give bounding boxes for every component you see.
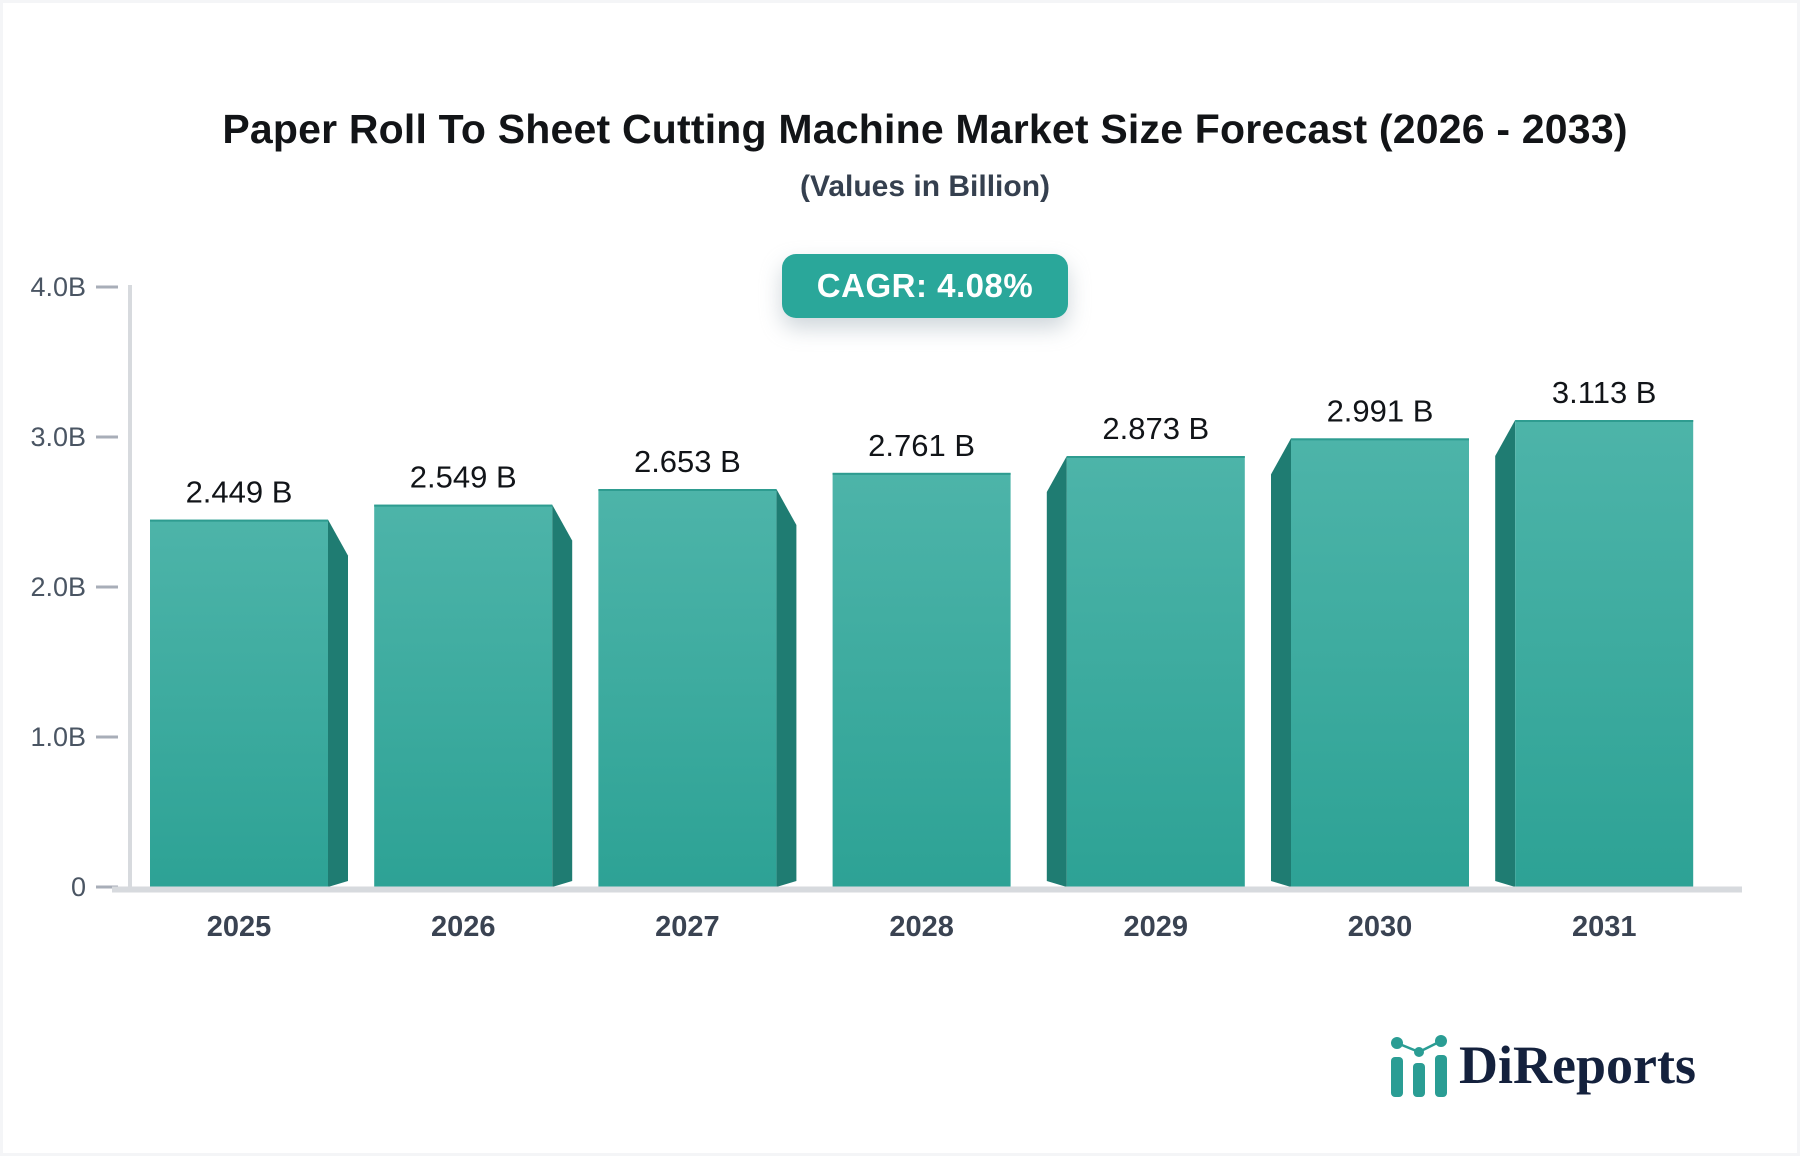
x-category-label: 2030 (1348, 911, 1413, 943)
bar-value-label: 2.549 B (410, 460, 517, 495)
brand-watermark: DiReports (1389, 1032, 1696, 1098)
direports-logo-icon (1391, 1035, 1448, 1097)
chart-subtitle: (Values in Billion) (799, 170, 1051, 203)
bar-side-face (1495, 420, 1516, 887)
y-tick-label: 3.0B (30, 422, 86, 452)
bar-side-face (328, 519, 348, 887)
x-category-label: 2026 (431, 911, 496, 943)
bar-side-face (552, 504, 573, 887)
bar (1515, 420, 1694, 887)
y-tick-label: 4.0B (30, 272, 86, 302)
y-tick-label: 1.0B (30, 722, 86, 752)
y-tick-label: 0 (71, 872, 86, 902)
cagr-badge: CAGR: 4.08% (781, 254, 1069, 318)
bar-value-label: 2.449 B (186, 475, 293, 510)
bar (1291, 438, 1469, 887)
bar (150, 519, 328, 887)
bar (832, 472, 1011, 887)
bar-value-label: 2.991 B (1327, 393, 1434, 428)
bar (1066, 456, 1245, 887)
chart-title: Paper Roll To Sheet Cutting Machine Mark… (222, 106, 1628, 152)
x-category-label: 2031 (1572, 911, 1637, 943)
cagr-badge-row: CAGR: 4.08% (100, 254, 1750, 318)
bar-side-face (776, 489, 797, 887)
x-category-label: 2029 (1124, 911, 1189, 943)
bar-side-face (1271, 438, 1291, 887)
bar-value-label: 2.761 B (868, 428, 975, 463)
x-category-label: 2028 (889, 911, 954, 943)
brand-name: DiReports (1459, 1035, 1696, 1095)
bar (598, 489, 777, 887)
bar-value-label: 2.873 B (1102, 411, 1209, 446)
bar-value-label: 2.653 B (634, 444, 741, 479)
x-category-label: 2025 (207, 911, 272, 943)
bar-side-face (1046, 456, 1067, 887)
bar-value-label: 3.113 B (1552, 375, 1657, 410)
y-tick-label: 2.0B (30, 572, 86, 602)
bar (374, 504, 553, 887)
x-category-label: 2027 (655, 911, 720, 943)
